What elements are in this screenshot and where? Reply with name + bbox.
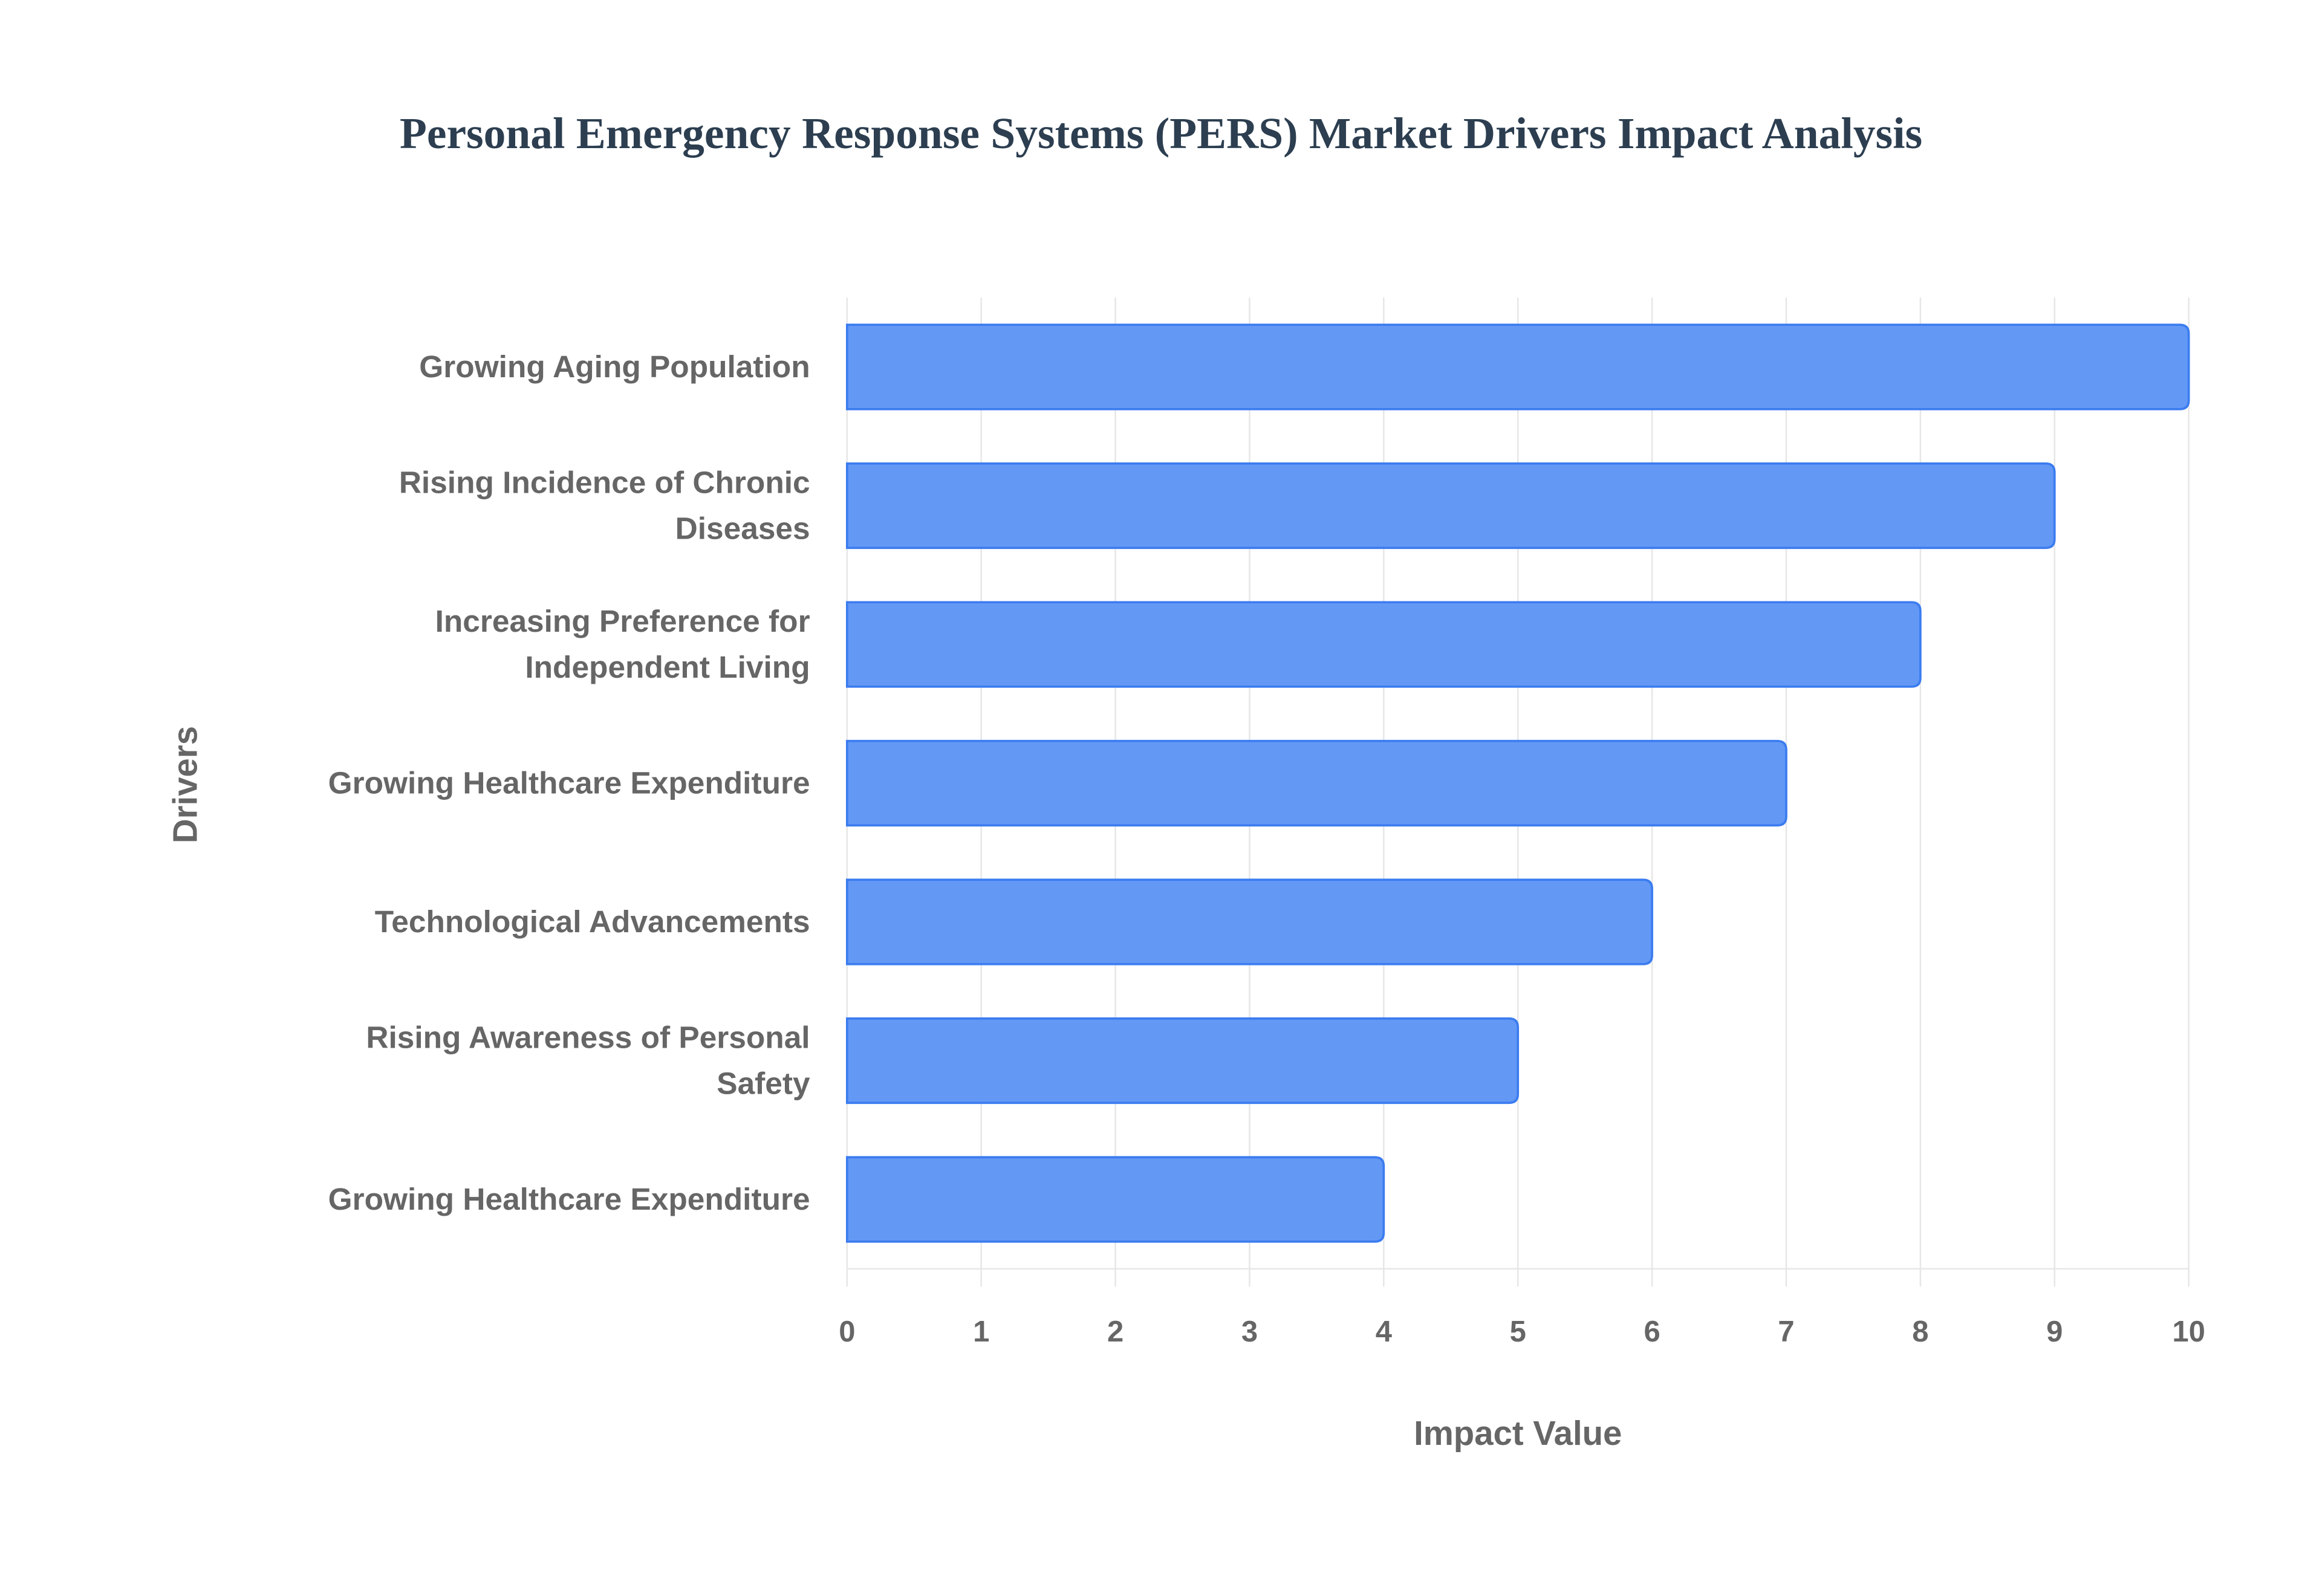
x-tick-label: 5 xyxy=(1510,1315,1526,1348)
category-label: Growing Healthcare Expenditure xyxy=(328,1181,810,1216)
category-label: Rising Incidence of Chronic Diseases xyxy=(399,465,810,546)
category-label-line: Rising Incidence of Chronic xyxy=(399,465,810,500)
category-label-line: Safety xyxy=(717,1066,810,1101)
category-label: Growing Healthcare Expenditure xyxy=(328,765,810,800)
category-label-line: Rising Awareness of Personal xyxy=(366,1020,810,1055)
x-tick-label: 2 xyxy=(1107,1315,1124,1348)
y-axis-label: Drivers xyxy=(166,726,204,843)
category-label-line: Independent Living xyxy=(525,649,810,684)
x-axis-label: Impact Value xyxy=(1414,1414,1622,1452)
bar xyxy=(845,1156,1385,1243)
category-label-line: Growing Healthcare Expenditure xyxy=(328,765,810,800)
category-label: Technological Advancements xyxy=(375,904,810,939)
bars xyxy=(845,323,2190,1243)
bar xyxy=(845,323,2190,410)
x-tick-label: 8 xyxy=(1912,1315,1928,1348)
x-tick-label: 3 xyxy=(1241,1315,1258,1348)
category-labels: Growing Aging Population Rising Incidence… xyxy=(328,349,810,1216)
x-tick-label: 10 xyxy=(2172,1315,2205,1348)
bar xyxy=(845,462,2056,550)
category-label-line: Growing Healthcare Expenditure xyxy=(328,1181,810,1216)
x-tick-label: 1 xyxy=(973,1315,989,1348)
category-label-line: Technological Advancements xyxy=(375,904,810,939)
category-label: Growing Aging Population xyxy=(419,349,810,384)
category-label: Increasing Preference for Independent Liv… xyxy=(435,603,810,684)
x-tick-label: 7 xyxy=(1778,1315,1794,1348)
bar xyxy=(845,1017,1520,1105)
category-label: Rising Awareness of Personal Safety xyxy=(366,1020,810,1101)
chart-title: Personal Emergency Response Systems (PER… xyxy=(399,109,1923,159)
x-tick-label: 4 xyxy=(1376,1315,1392,1348)
bar xyxy=(845,878,1653,965)
x-tick-label: 6 xyxy=(1644,1315,1660,1348)
x-tick-label: 9 xyxy=(2046,1315,2063,1348)
category-label-line: Diseases xyxy=(675,511,810,546)
category-label-line: Growing Aging Population xyxy=(419,349,810,384)
x-tick-label: 0 xyxy=(839,1315,855,1348)
bar xyxy=(845,601,1922,688)
bar xyxy=(845,739,1787,827)
x-tick-labels: 0 1 2 3 4 5 6 7 8 9 10 xyxy=(839,1315,2205,1348)
category-label-line: Increasing Preference for xyxy=(435,603,810,638)
